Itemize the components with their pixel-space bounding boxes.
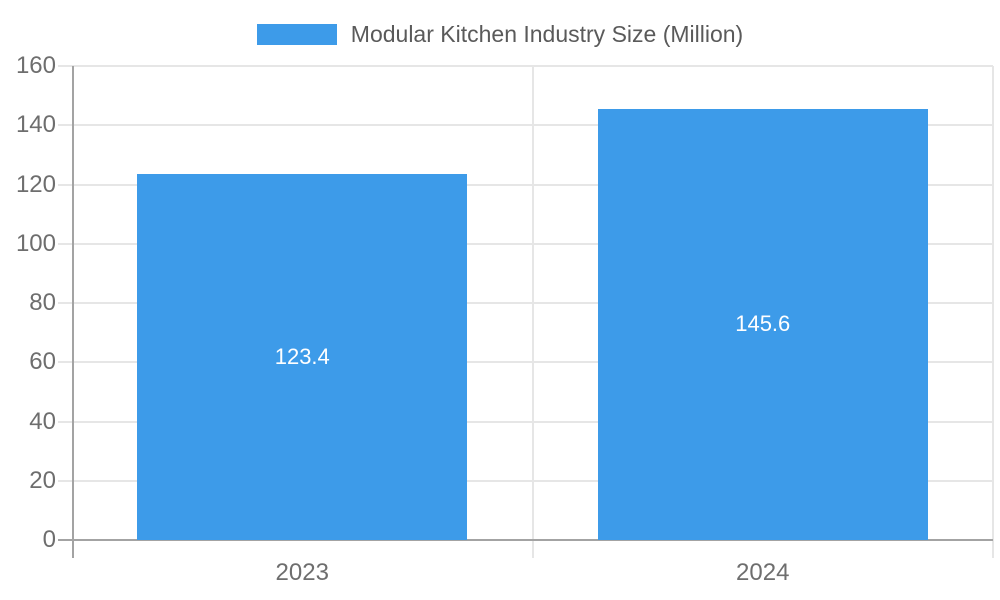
y-axis-tick [58,183,72,186]
bar-2023[interactable] [137,174,468,540]
y-axis-tick [58,479,72,482]
y-axis-tick-label: 40 [29,407,56,435]
y-axis-tick-label: 160 [15,52,56,79]
y-axis-tick-label: 0 [42,526,56,553]
y-axis-tick [58,124,72,127]
x-axis-line [58,539,993,541]
legend-label: Modular Kitchen Industry Size (Million) [350,21,744,47]
y-axis-tick-label: 80 [29,289,56,316]
x-axis-tick-label: 2024 [736,559,790,586]
y-axis-tick-label: 140 [15,111,56,139]
y-axis-tick-label: 120 [15,170,56,198]
y-axis-tick [58,302,72,304]
x-axis-tick-label: 2023 [275,559,329,586]
legend-marker [256,23,337,45]
y-axis-tick [58,65,72,67]
legend[interactable]: Modular Kitchen Industry Size (Million) [0,21,1000,47]
y-axis-tick [58,420,72,423]
y-axis-line [72,66,74,558]
y-axis-tick [58,361,72,364]
y-axis-tick-label: 60 [29,348,56,376]
y-axis-tick [58,242,72,245]
gridline-vertical [531,66,534,558]
gridline-vertical [992,66,994,558]
bar-2024[interactable] [597,108,928,540]
y-axis-tick-label: 20 [29,466,56,494]
y-axis-tick-label: 100 [15,229,56,257]
